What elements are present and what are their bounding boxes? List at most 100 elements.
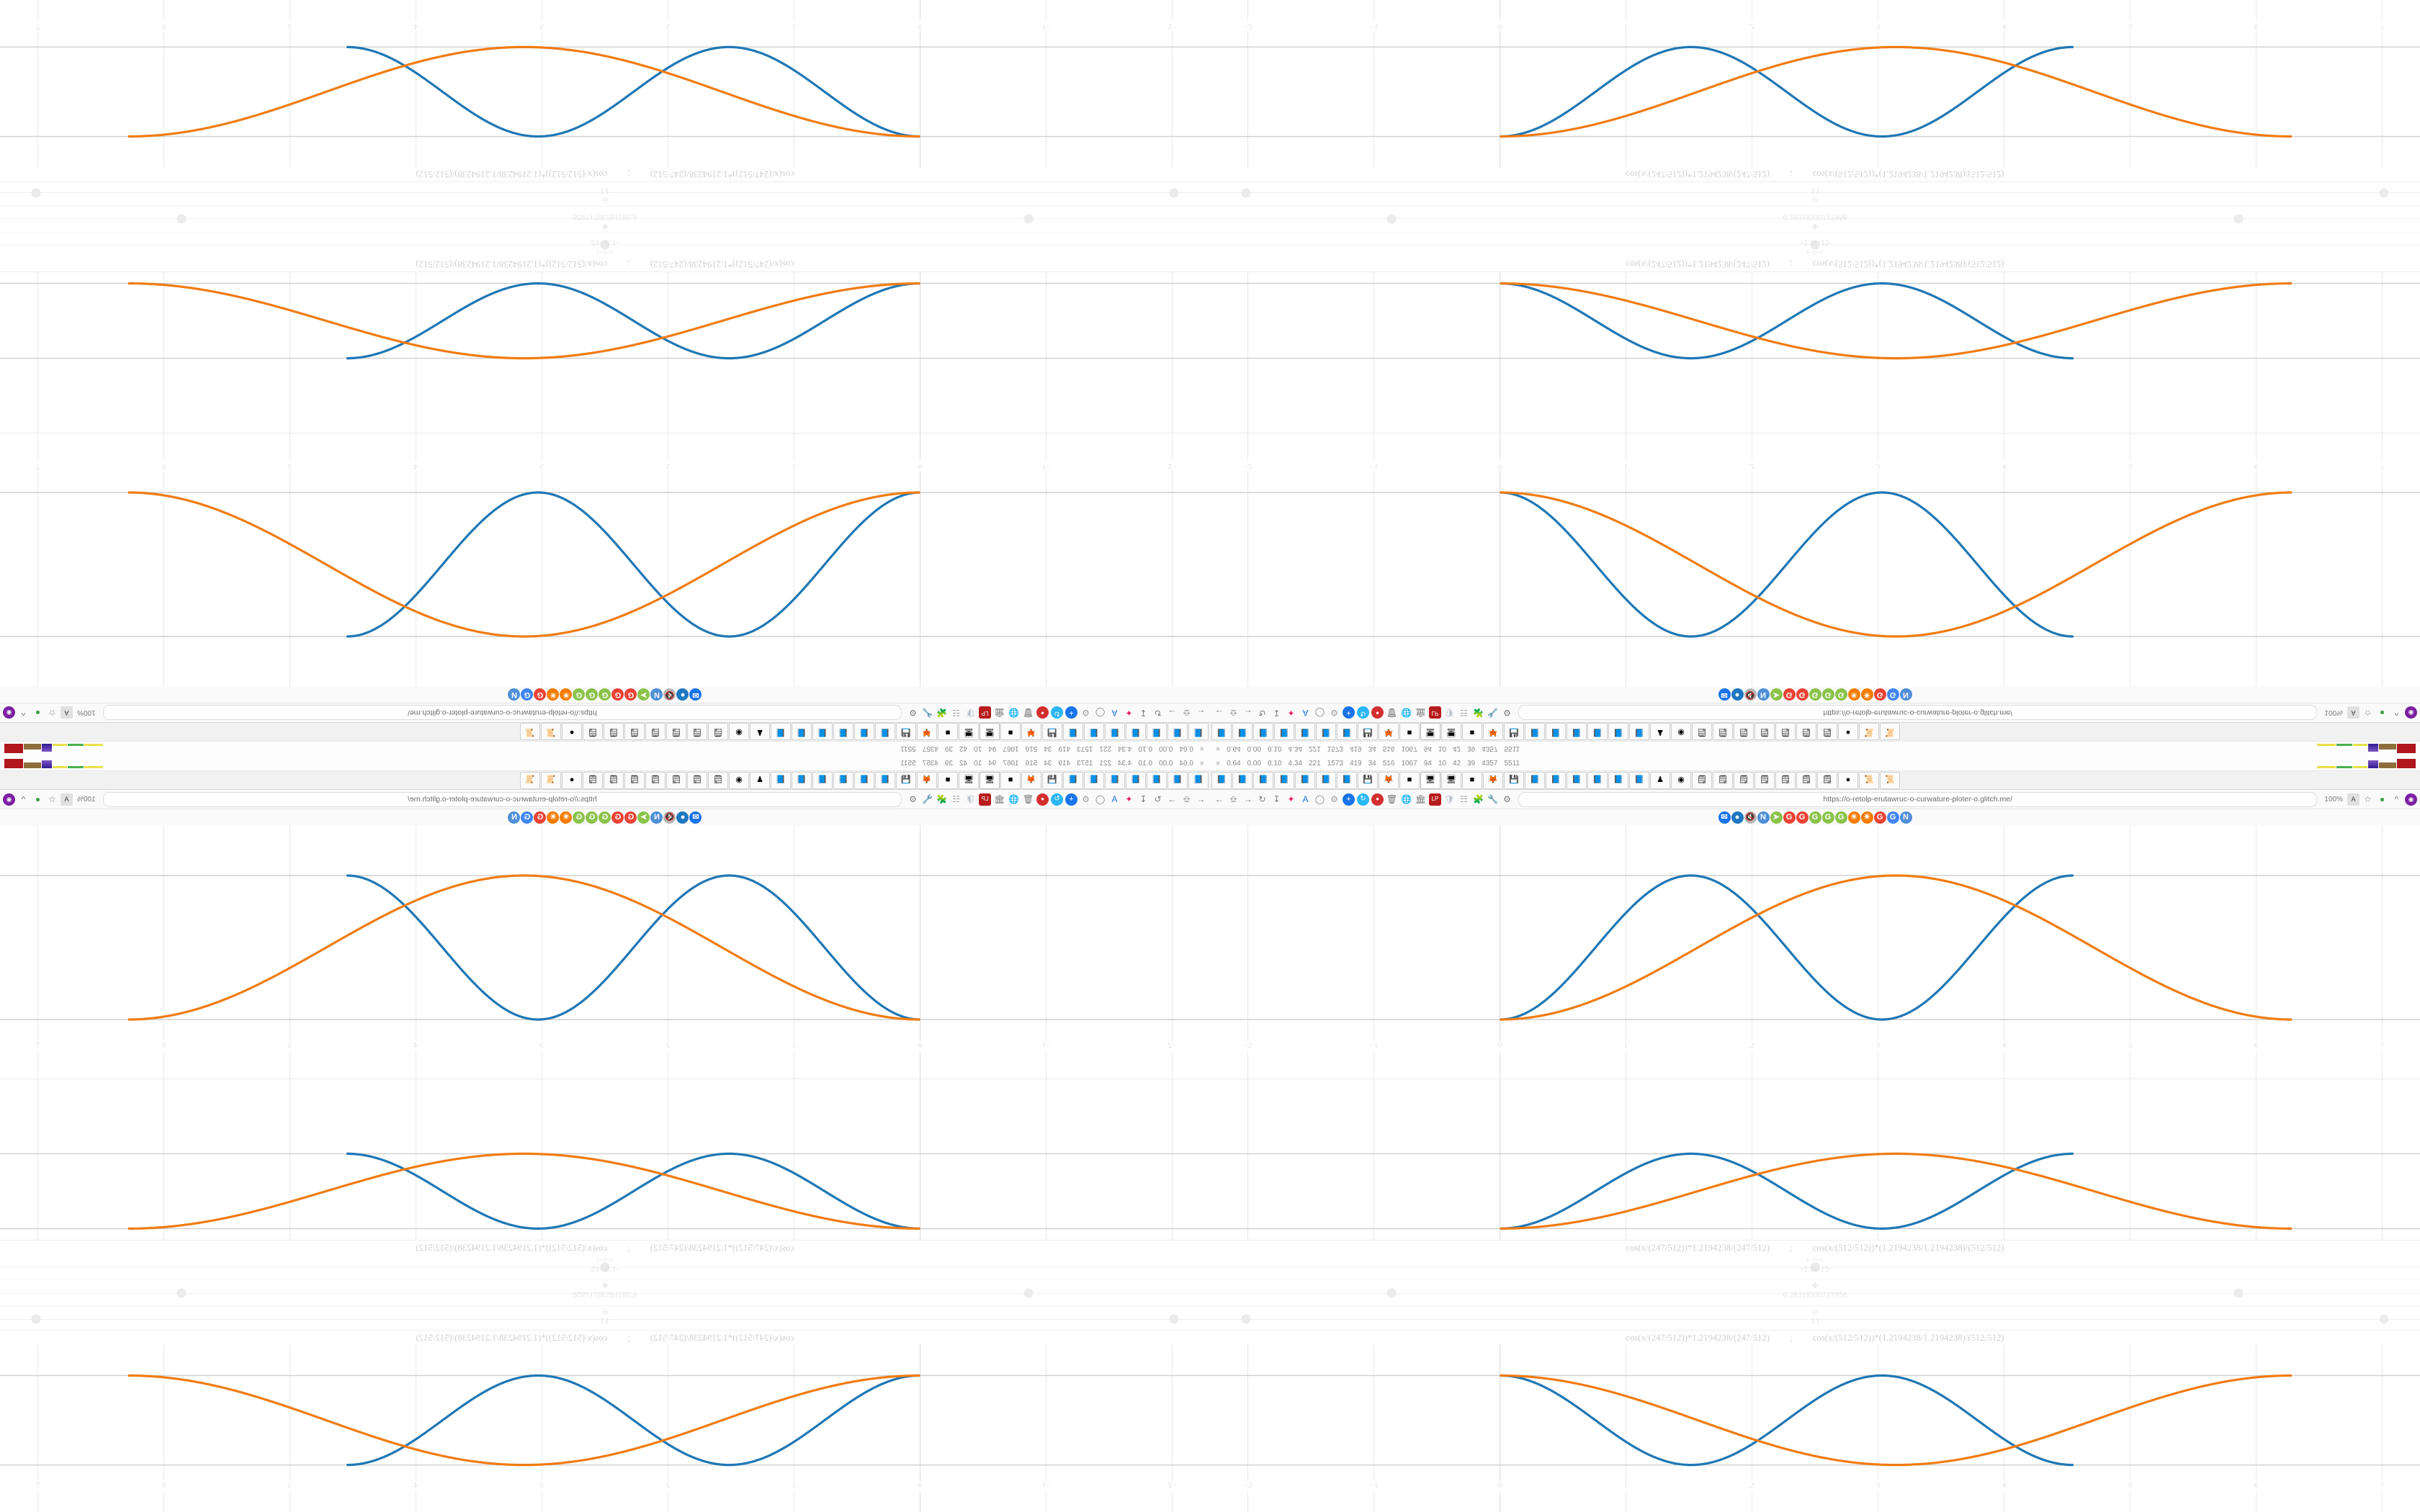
bookmark-star-icon[interactable]: ☆ <box>48 794 56 804</box>
tab-calculator-4[interactable]: 🗒 <box>645 771 666 789</box>
tab-mask[interactable]: ♟ <box>1650 723 1670 741</box>
tab-notepad-13[interactable]: 📘 <box>1629 771 1649 789</box>
gear-outline-icon[interactable]: ⚙ <box>909 708 917 718</box>
collapse-chevron-icon[interactable]: » <box>1214 760 1223 766</box>
tab-terminal[interactable]: ■ <box>1399 771 1420 789</box>
google-g-icon-4[interactable]: G <box>586 811 599 824</box>
google-g-icon-6[interactable]: G <box>1873 688 1886 701</box>
google-g-icon-7[interactable]: G <box>521 688 534 701</box>
library-icon[interactable]: 🏛 <box>1415 794 1427 804</box>
navigation-toolbar[interactable]: ← ⎒ → ↻ ↧ ✦ A ◯ ⚙ + ↻ ● 🗑 🌐 🏛 LP 🛡 ☷ 🧩 🔧… <box>1210 790 2420 809</box>
mail-extension-icon[interactable]: ✉ <box>1718 688 1731 701</box>
tab-calculator-1[interactable]: 🗒 <box>708 723 728 741</box>
tab-terminal-2[interactable]: ■ <box>1462 723 1482 741</box>
slider-period-knob-mirror[interactable] <box>176 215 187 224</box>
shield-grey-icon[interactable]: 🛡 <box>964 708 977 718</box>
tab-terminal-2[interactable]: ■ <box>938 723 958 741</box>
tab-notepad-8[interactable]: 📘 <box>875 723 895 741</box>
tab-notepad-9[interactable]: 📘 <box>854 723 874 741</box>
tab-notepad-3[interactable]: 📘 <box>1253 723 1273 741</box>
reload-icon[interactable]: ↻ <box>1258 794 1266 804</box>
tab-notepad-11[interactable]: 📘 <box>812 771 833 789</box>
google-g-icon-7[interactable]: G <box>1886 811 1899 824</box>
navigation-toolbar[interactable]: ← ⎒ → ↻ ↧ ✦ A ◯ ⚙ + ↻ ● 🗑 🌐 🏛 LP 🛡 ☷ 🧩 🔧… <box>0 703 1210 722</box>
tab-notepad-6[interactable]: 📘 <box>1316 723 1336 741</box>
tab-floppy-disk-2[interactable]: 💾 <box>1504 723 1524 741</box>
google-g-icon-2[interactable]: G <box>1796 688 1809 701</box>
nord-vpn-icon[interactable]: N <box>1757 811 1770 824</box>
nord-vpn-icon-2[interactable]: N <box>1899 688 1912 701</box>
globe-colored-icon[interactable]: 🌐 <box>1008 708 1019 718</box>
globe-colored-icon[interactable]: 🌐 <box>1401 794 1412 804</box>
google-g-icon-1[interactable]: G <box>624 811 637 824</box>
mute-extension-icon[interactable]: 🔇 <box>1744 688 1757 701</box>
wrench-icon[interactable]: 🔧 <box>922 708 933 718</box>
sun-extension-icon-2[interactable]: ☀ <box>547 688 560 701</box>
parameter-controls-panel[interactable]: ⊢⍉⊣ -1.9e-15 ✤ 6.28318530717958 ◎ 13 <box>1210 180 2420 258</box>
lastpass-icon[interactable]: LP <box>1429 706 1441 719</box>
sun-extension-icon-1[interactable]: ☀ <box>1847 688 1860 701</box>
tab-record-red[interactable]: ◉ <box>729 723 749 741</box>
trash-icon[interactable]: 🗑 <box>1022 794 1034 804</box>
download-icon[interactable]: ↧ <box>1139 794 1147 804</box>
nord-vpn-icon[interactable]: N <box>650 811 663 824</box>
tab-monitor[interactable]: 🖥 <box>980 723 1000 741</box>
slider-phase[interactable]: ⊢⍉⊣ -1.9e-15 <box>1210 1254 2420 1280</box>
chart-bottom-plot[interactable] <box>1210 1344 2420 1481</box>
syringe-icon[interactable]: ✦ <box>1287 708 1295 718</box>
tab-monitor-2[interactable]: 🖥 <box>1441 771 1461 789</box>
tab-monitor[interactable]: 🖥 <box>1420 771 1440 789</box>
tab-calculator-3[interactable]: 🗒 <box>666 771 686 789</box>
google-g-icon-6[interactable]: G <box>1873 811 1886 824</box>
tab-notepad-7[interactable]: 📘 <box>1337 771 1357 789</box>
trash-icon[interactable]: 🗑 <box>1022 708 1034 718</box>
shield-grey-icon[interactable]: 🛡 <box>1443 794 1456 804</box>
tab-scroll-1[interactable]: 📜 <box>1859 723 1879 741</box>
tab-notepad-7[interactable]: 📘 <box>1063 771 1083 789</box>
translate-icon[interactable]: A <box>1111 794 1118 804</box>
extension-icon-row[interactable]: ✉ ● 🔇 N ➤ G G G G G ☀ ☀ G G N <box>1210 809 2420 826</box>
tab-notepad-6[interactable]: 📘 <box>1084 771 1104 789</box>
tab-owl-purple[interactable]: ● <box>1838 723 1858 741</box>
tab-notepad-3[interactable]: 📘 <box>1147 771 1167 789</box>
google-g-icon-5[interactable]: G <box>1834 811 1847 824</box>
droplet-extension-icon[interactable]: ● <box>676 811 689 824</box>
tab-record-red[interactable]: ◉ <box>729 771 749 789</box>
google-g-icon-5[interactable]: G <box>1834 688 1847 701</box>
slider-harmonic[interactable]: ◎ 13 <box>1210 1306 2420 1332</box>
tab-notepad-13[interactable]: 📘 <box>771 723 791 741</box>
slider-period-knob[interactable] <box>1386 215 1397 224</box>
tab-monitor[interactable]: 🖥 <box>1420 723 1440 741</box>
reload-icon[interactable]: ↻ <box>1258 708 1266 718</box>
tab-notepad-11[interactable]: 📘 <box>1587 723 1608 741</box>
extensions-puzzle-icon[interactable]: 🧩 <box>936 708 947 718</box>
extensions-puzzle-icon[interactable]: 🧩 <box>1473 794 1484 804</box>
tab-scroll-1[interactable]: 📜 <box>541 771 561 789</box>
sun-extension-icon-2[interactable]: ☀ <box>1860 811 1873 824</box>
tab-notepad-13[interactable]: 📘 <box>1629 723 1649 741</box>
account-avatar[interactable]: ◉ <box>3 706 15 719</box>
chart-bottom-plot-lower[interactable] <box>0 1493 1210 1512</box>
globe-icon[interactable]: ☷ <box>952 794 960 804</box>
bookmark-star-icon[interactable]: ☆ <box>48 708 56 718</box>
wrench-icon[interactable]: 🔧 <box>1487 794 1498 804</box>
google-g-icon-3[interactable]: G <box>599 811 611 824</box>
forward-arrow-icon[interactable]: → <box>1168 794 1177 804</box>
tab-notepad-1[interactable]: 📘 <box>1211 723 1232 741</box>
tab-notepad-4[interactable]: 📘 <box>1126 771 1146 789</box>
tab-firefox-2[interactable]: 🦊 <box>917 771 937 789</box>
tab-notepad-8[interactable]: 📘 <box>875 771 895 789</box>
tab-notepad-9[interactable]: 📘 <box>1546 771 1566 789</box>
tab-notepad-10[interactable]: 📘 <box>1567 723 1587 741</box>
slider-phase[interactable]: ⊢⍉⊣ -1.9e-15 <box>1210 232 2420 258</box>
account-avatar[interactable]: ◉ <box>2405 706 2417 719</box>
chart-bottom-plot-lower[interactable] <box>0 0 1210 19</box>
sun-extension-icon-2[interactable]: ☀ <box>1860 688 1873 701</box>
mute-extension-icon[interactable]: 🔇 <box>1744 811 1757 824</box>
tab-terminal[interactable]: ■ <box>1399 723 1420 741</box>
chart-bottom-plot-lower[interactable] <box>1210 0 2420 19</box>
parameter-controls-panel[interactable]: ⊢⍉⊣ -1.9e-15 ✤ 6.28318530717958 ◎ 13 <box>0 180 1210 258</box>
tab-scroll-2[interactable]: 📜 <box>520 771 540 789</box>
tab-calculator-2[interactable]: 🗒 <box>687 771 707 789</box>
tab-notepad-8[interactable]: 📘 <box>1525 771 1545 789</box>
